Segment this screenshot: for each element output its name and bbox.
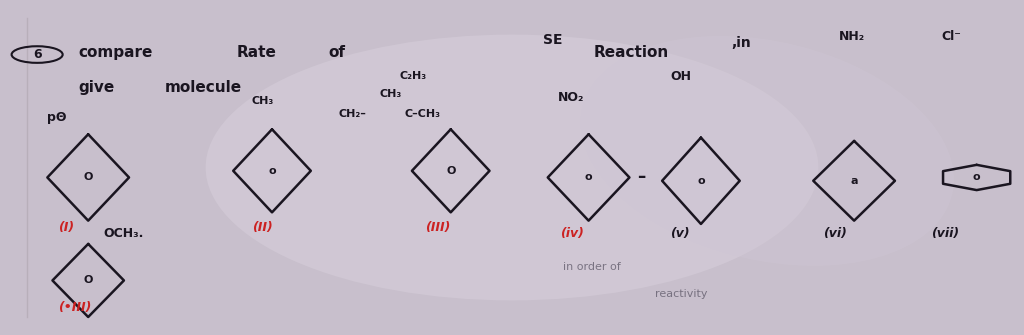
Text: SE: SE: [543, 32, 562, 47]
Text: molecule: molecule: [165, 80, 242, 95]
Text: o: o: [585, 173, 593, 183]
Text: OH: OH: [671, 70, 691, 83]
Text: CH₃: CH₃: [379, 89, 401, 99]
Text: give: give: [78, 80, 115, 95]
Text: Reaction: Reaction: [594, 45, 669, 60]
Text: OCH₃.: OCH₃.: [103, 227, 144, 241]
Text: NO₂: NO₂: [558, 91, 585, 104]
Text: –: –: [638, 169, 646, 187]
Text: C₂H₃: C₂H₃: [399, 71, 427, 81]
Text: O: O: [84, 275, 93, 285]
Ellipse shape: [581, 36, 954, 266]
Text: reactivity: reactivity: [655, 289, 708, 299]
Text: (v): (v): [671, 227, 690, 241]
Text: O: O: [84, 173, 93, 183]
Text: O: O: [446, 166, 456, 176]
Text: Cl⁻: Cl⁻: [941, 30, 961, 43]
Text: o: o: [697, 176, 705, 186]
Text: Rate: Rate: [237, 45, 276, 60]
Text: (II): (II): [252, 221, 272, 234]
Text: o: o: [268, 166, 275, 176]
Text: NH₂: NH₂: [839, 30, 865, 43]
Text: ,in: ,in: [731, 36, 752, 50]
Text: in order of: in order of: [563, 262, 621, 272]
Text: (vi): (vi): [823, 227, 847, 241]
Ellipse shape: [206, 35, 818, 300]
Text: (vii): (vii): [931, 227, 958, 241]
Text: C–CH₃: C–CH₃: [404, 109, 440, 119]
Text: 6: 6: [33, 48, 41, 61]
Text: of: of: [328, 45, 345, 60]
Text: pΘ: pΘ: [47, 111, 67, 124]
Text: o: o: [973, 173, 980, 183]
Text: compare: compare: [78, 45, 153, 60]
Text: (•III): (•III): [57, 300, 91, 314]
Text: (III): (III): [425, 221, 451, 234]
Text: CH₃: CH₃: [252, 96, 273, 106]
Text: a: a: [850, 176, 858, 186]
Text: (I): (I): [57, 221, 74, 234]
Text: (iv): (iv): [560, 227, 584, 241]
Text: CH₂–: CH₂–: [338, 109, 367, 119]
